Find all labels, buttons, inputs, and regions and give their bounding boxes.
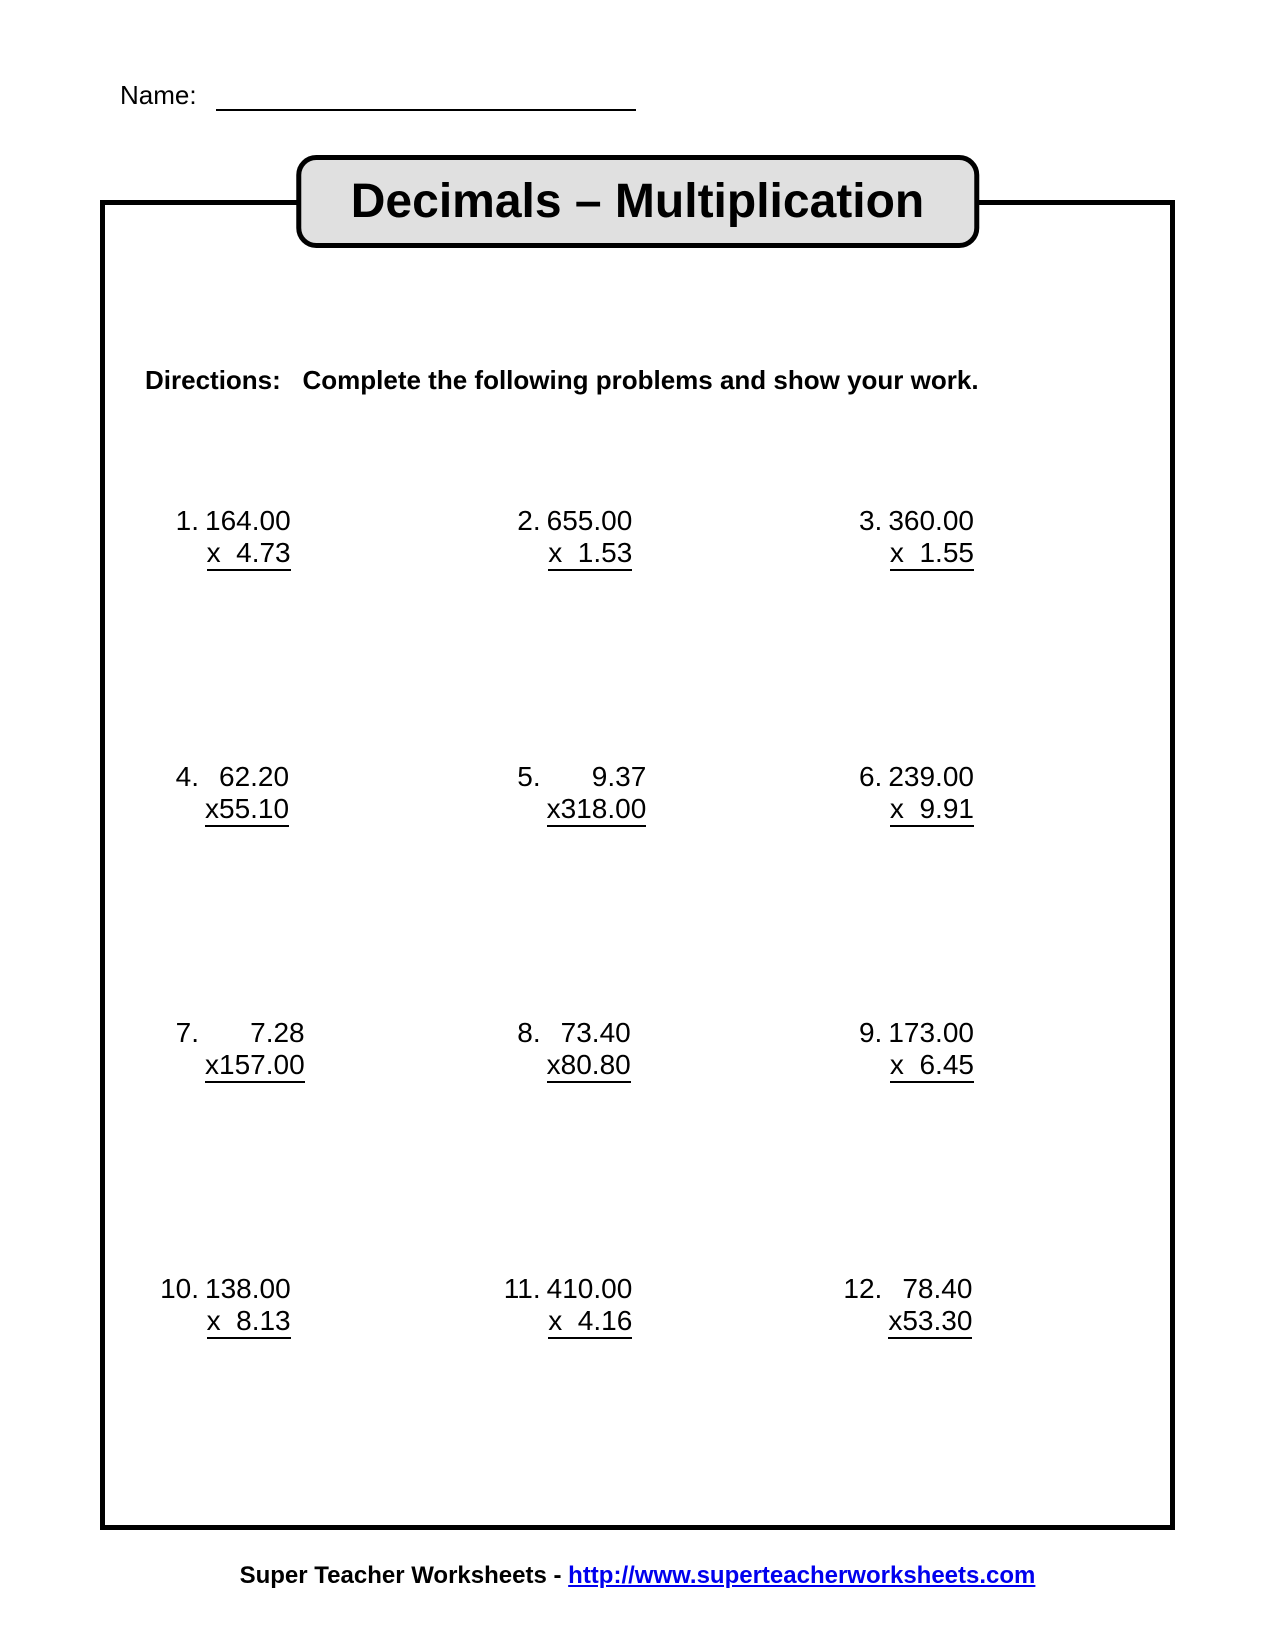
- problem-number: 5.: [487, 761, 547, 793]
- problem: 7. 7.28x157.00: [125, 1017, 467, 1083]
- problem: 3.360.00x 1.55: [808, 505, 1150, 571]
- problem-body: 62.20x55.10: [205, 761, 289, 827]
- directions-label: Directions:: [145, 365, 281, 395]
- multiplier-row: x 9.91: [888, 793, 974, 827]
- problems-grid: 1.164.00x 4.732.655.00x 1.533.360.00x 1.…: [105, 505, 1170, 1339]
- multiplier: x53.30: [888, 1305, 972, 1339]
- multiplier: x 8.13: [207, 1305, 291, 1339]
- multiplier: x157.00: [205, 1049, 305, 1083]
- problem-number: 12.: [828, 1273, 888, 1305]
- problem-body: 655.00x 1.53: [547, 505, 633, 571]
- multiplier: x318.00: [547, 793, 647, 827]
- problem: 2.655.00x 1.53: [467, 505, 809, 571]
- footer-sep: -: [547, 1562, 568, 1589]
- problem: 4. 62.20x55.10: [125, 761, 467, 827]
- multiplicand: 9.37: [547, 761, 647, 793]
- problem-body: 9.37x318.00: [547, 761, 647, 827]
- footer-link[interactable]: http://www.superteacherworksheets.com: [568, 1562, 1035, 1589]
- worksheet-title: Decimals – Multiplication: [296, 155, 979, 248]
- problem: 11.410.00x 4.16: [467, 1273, 809, 1339]
- multiplicand: 655.00: [547, 505, 633, 537]
- multiplier-row: x318.00: [547, 793, 647, 827]
- name-input-line[interactable]: [216, 109, 636, 111]
- multiplicand: 62.20: [205, 761, 289, 793]
- multiplier: x 6.45: [890, 1049, 974, 1083]
- multiplicand: 78.40: [888, 1273, 972, 1305]
- problem-body: 78.40x53.30: [888, 1273, 972, 1339]
- multiplicand: 73.40: [547, 1017, 631, 1049]
- footer-brand: Super Teacher Worksheets: [240, 1562, 547, 1589]
- multiplier-row: x 1.55: [888, 537, 974, 571]
- problem: 6.239.00x 9.91: [808, 761, 1150, 827]
- problem-number: 8.: [487, 1017, 547, 1049]
- name-label: Name:: [120, 80, 197, 110]
- multiplier-row: x157.00: [205, 1049, 305, 1083]
- problem: 8. 73.40x80.80: [467, 1017, 809, 1083]
- multiplier-row: x 6.45: [888, 1049, 974, 1083]
- multiplier: x 4.16: [548, 1305, 632, 1339]
- problem: 1.164.00x 4.73: [125, 505, 467, 571]
- problem-body: 173.00x 6.45: [888, 1017, 974, 1083]
- worksheet-frame: Decimals – Multiplication Directions: Co…: [100, 200, 1175, 1530]
- multiplier-row: x 1.53: [547, 537, 633, 571]
- footer: Super Teacher Worksheets - http://www.su…: [0, 1562, 1275, 1590]
- multiplier: x55.10: [205, 793, 289, 827]
- multiplicand: 164.00: [205, 505, 291, 537]
- problem-number: 10.: [145, 1273, 205, 1305]
- multiplier-row: x 4.16: [547, 1305, 633, 1339]
- problem-number: 7.: [145, 1017, 205, 1049]
- directions: Directions: Complete the following probl…: [145, 365, 1130, 396]
- multiplicand: 360.00: [888, 505, 974, 537]
- problem: 9.173.00x 6.45: [808, 1017, 1150, 1083]
- multiplier-row: x53.30: [888, 1305, 972, 1339]
- multiplier: x 4.73: [207, 537, 291, 571]
- problem-number: 3.: [828, 505, 888, 537]
- multiplicand: 239.00: [888, 761, 974, 793]
- multiplier-row: x80.80: [547, 1049, 631, 1083]
- name-field-row: Name:: [120, 80, 636, 111]
- problem-body: 410.00x 4.16: [547, 1273, 633, 1339]
- multiplier: x80.80: [547, 1049, 631, 1083]
- multiplicand: 410.00: [547, 1273, 633, 1305]
- directions-text: Complete the following problems and show…: [303, 365, 979, 395]
- problem: 10.138.00x 8.13: [125, 1273, 467, 1339]
- problem-body: 239.00x 9.91: [888, 761, 974, 827]
- problem-body: 360.00x 1.55: [888, 505, 974, 571]
- problem-number: 6.: [828, 761, 888, 793]
- multiplicand: 7.28: [205, 1017, 305, 1049]
- problem-body: 138.00x 8.13: [205, 1273, 291, 1339]
- problem-number: 2.: [487, 505, 547, 537]
- problem-body: 7.28x157.00: [205, 1017, 305, 1083]
- problem-number: 4.: [145, 761, 205, 793]
- problem: 12. 78.40x53.30: [808, 1273, 1150, 1339]
- multiplier: x 1.55: [890, 537, 974, 571]
- problem-body: 164.00x 4.73: [205, 505, 291, 571]
- problem-number: 1.: [145, 505, 205, 537]
- multiplier: x 1.53: [548, 537, 632, 571]
- problem: 5. 9.37x318.00: [467, 761, 809, 827]
- problem-body: 73.40x80.80: [547, 1017, 631, 1083]
- multiplier-row: x55.10: [205, 793, 289, 827]
- multiplier-row: x 4.73: [205, 537, 291, 571]
- problem-number: 9.: [828, 1017, 888, 1049]
- problem-number: 11.: [487, 1273, 547, 1305]
- multiplier-row: x 8.13: [205, 1305, 291, 1339]
- multiplicand: 173.00: [888, 1017, 974, 1049]
- multiplicand: 138.00: [205, 1273, 291, 1305]
- multiplier: x 9.91: [890, 793, 974, 827]
